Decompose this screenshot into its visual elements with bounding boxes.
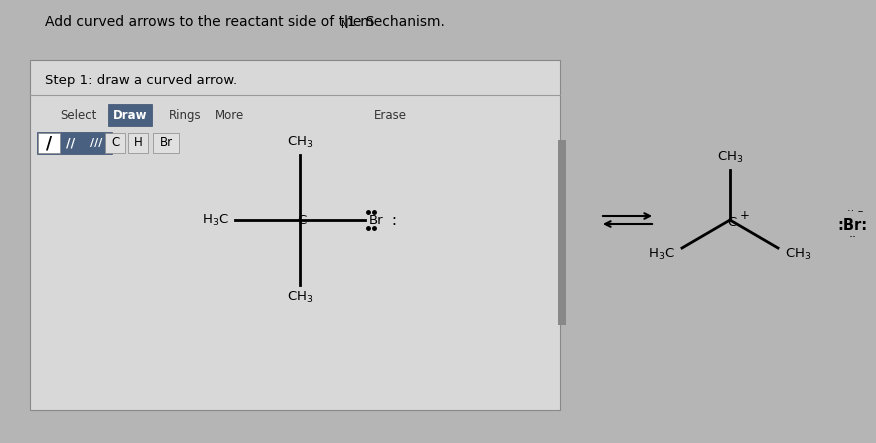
Text: $\mathsf{CH_3}$: $\mathsf{CH_3}$ — [286, 290, 314, 305]
Bar — [108, 104, 152, 126]
Bar — [128, 133, 148, 153]
Text: C: C — [297, 214, 307, 226]
Text: Draw: Draw — [113, 109, 147, 121]
Text: C: C — [111, 136, 119, 149]
Text: Rings: Rings — [169, 109, 201, 121]
Text: ·· –: ·· – — [847, 206, 863, 216]
Text: More: More — [215, 109, 244, 121]
Bar — [153, 133, 179, 153]
Text: 1 mechanism.: 1 mechanism. — [347, 15, 445, 29]
Text: $\mathsf{H_3C}$: $\mathsf{H_3C}$ — [648, 246, 675, 261]
Text: N: N — [341, 20, 349, 30]
Text: +: + — [740, 209, 750, 222]
Bar — [37, 132, 112, 154]
Bar — [30, 60, 560, 410]
Text: :Br:: :Br: — [837, 218, 867, 233]
Bar — [38, 133, 60, 153]
Text: $\mathsf{CH_3}$: $\mathsf{CH_3}$ — [286, 135, 314, 150]
Text: //: // — [67, 136, 75, 149]
Text: ///: /// — [90, 138, 102, 148]
Text: Add curved arrows to the reactant side of the S: Add curved arrows to the reactant side o… — [45, 15, 375, 29]
Text: C: C — [727, 215, 737, 229]
Text: :: : — [387, 213, 397, 228]
Text: /: / — [46, 134, 52, 152]
Text: Select: Select — [60, 109, 96, 121]
Text: $\mathsf{CH_3}$: $\mathsf{CH_3}$ — [717, 150, 743, 165]
Text: Br: Br — [369, 214, 384, 226]
Text: H: H — [134, 136, 143, 149]
Text: $\mathsf{CH_3}$: $\mathsf{CH_3}$ — [785, 246, 811, 261]
Text: ··: ·· — [849, 232, 857, 245]
Text: Erase: Erase — [373, 109, 406, 121]
Bar — [558, 140, 566, 325]
Bar — [105, 133, 125, 153]
Text: Br: Br — [159, 136, 173, 149]
Text: $\mathsf{H_3C}$: $\mathsf{H_3C}$ — [202, 213, 229, 228]
Text: Step 1: draw a curved arrow.: Step 1: draw a curved arrow. — [45, 74, 237, 86]
